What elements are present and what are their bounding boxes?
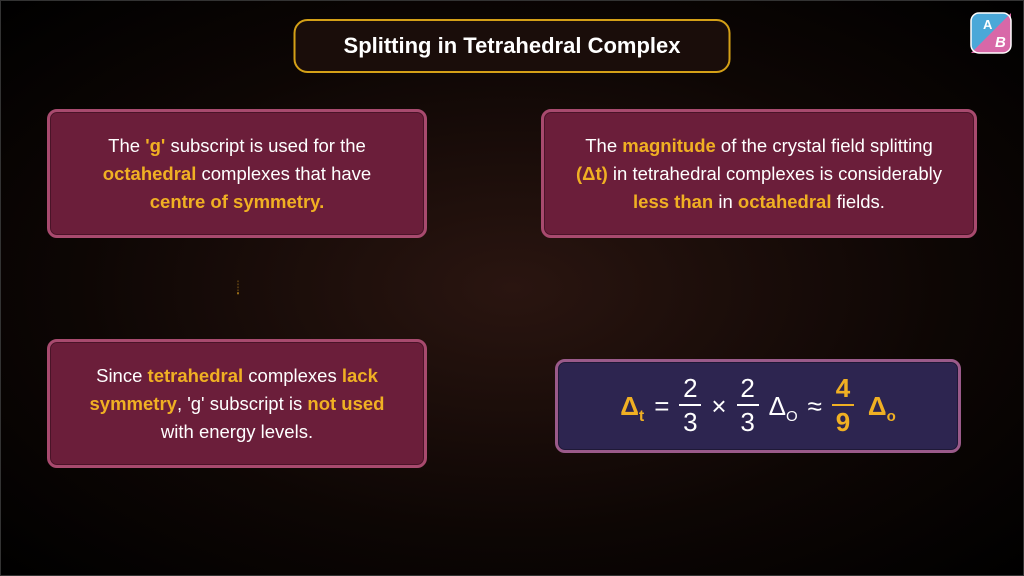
text-segment: in bbox=[713, 191, 738, 212]
text-highlight: (Δ bbox=[576, 163, 595, 184]
text-highlight: tetrahedral bbox=[148, 365, 244, 386]
text-highlight: not used bbox=[307, 393, 384, 414]
delta-o: ΔO bbox=[769, 387, 798, 426]
text-highlight: octahedral bbox=[738, 191, 832, 212]
equals-sign: = bbox=[654, 387, 669, 426]
svg-text:A: A bbox=[983, 17, 993, 32]
card-bottom-left: Since tetrahedral complexes lack symmetr… bbox=[47, 339, 427, 468]
text-segment: fields. bbox=[831, 191, 884, 212]
text-highlight: magnitude bbox=[622, 135, 716, 156]
fraction: 2 3 bbox=[737, 375, 759, 435]
text-segment: subscript is used for the bbox=[165, 135, 366, 156]
text-segment: The bbox=[108, 135, 145, 156]
text-segment: complexes bbox=[243, 365, 342, 386]
times-sign: × bbox=[711, 387, 726, 426]
text-highlight: less than bbox=[633, 191, 713, 212]
arrow-down-icon bbox=[237, 249, 239, 327]
svg-text:B: B bbox=[995, 34, 1006, 51]
text-highlight: octahedral bbox=[103, 163, 197, 184]
text-segment: , 'g' subscript is bbox=[177, 393, 307, 414]
slide-title: Splitting in Tetrahedral Complex bbox=[294, 19, 731, 73]
approx-sign: ≈ bbox=[808, 387, 822, 426]
text-segment: Since bbox=[96, 365, 147, 386]
text-segment: The bbox=[585, 135, 622, 156]
fraction: 2 3 bbox=[679, 375, 701, 435]
text-highlight: centre of symmetry. bbox=[150, 191, 324, 212]
text-highlight: 'g' bbox=[145, 135, 165, 156]
card-formula: Δt = 2 3 × 2 3 ΔO ≈ 4 9 Δo bbox=[555, 359, 961, 453]
fraction-highlight: 4 9 bbox=[832, 375, 854, 435]
card-top-left: The 'g' subscript is used for the octahe… bbox=[47, 109, 427, 238]
text-segment: of the crystal field splitting bbox=[716, 135, 933, 156]
brand-logo: A B bbox=[969, 11, 1013, 55]
card-top-right: The magnitude of the crystal field split… bbox=[541, 109, 977, 238]
text-segment: complexes that have bbox=[196, 163, 371, 184]
text-segment: with energy levels. bbox=[161, 421, 313, 442]
text-segment: in tetrahedral complexes is considerably bbox=[608, 163, 942, 184]
delta-t: Δt bbox=[620, 387, 644, 426]
delta-o-highlight: Δo bbox=[868, 387, 896, 426]
formula: Δt = 2 3 × 2 3 ΔO ≈ 4 9 Δo bbox=[582, 376, 934, 436]
